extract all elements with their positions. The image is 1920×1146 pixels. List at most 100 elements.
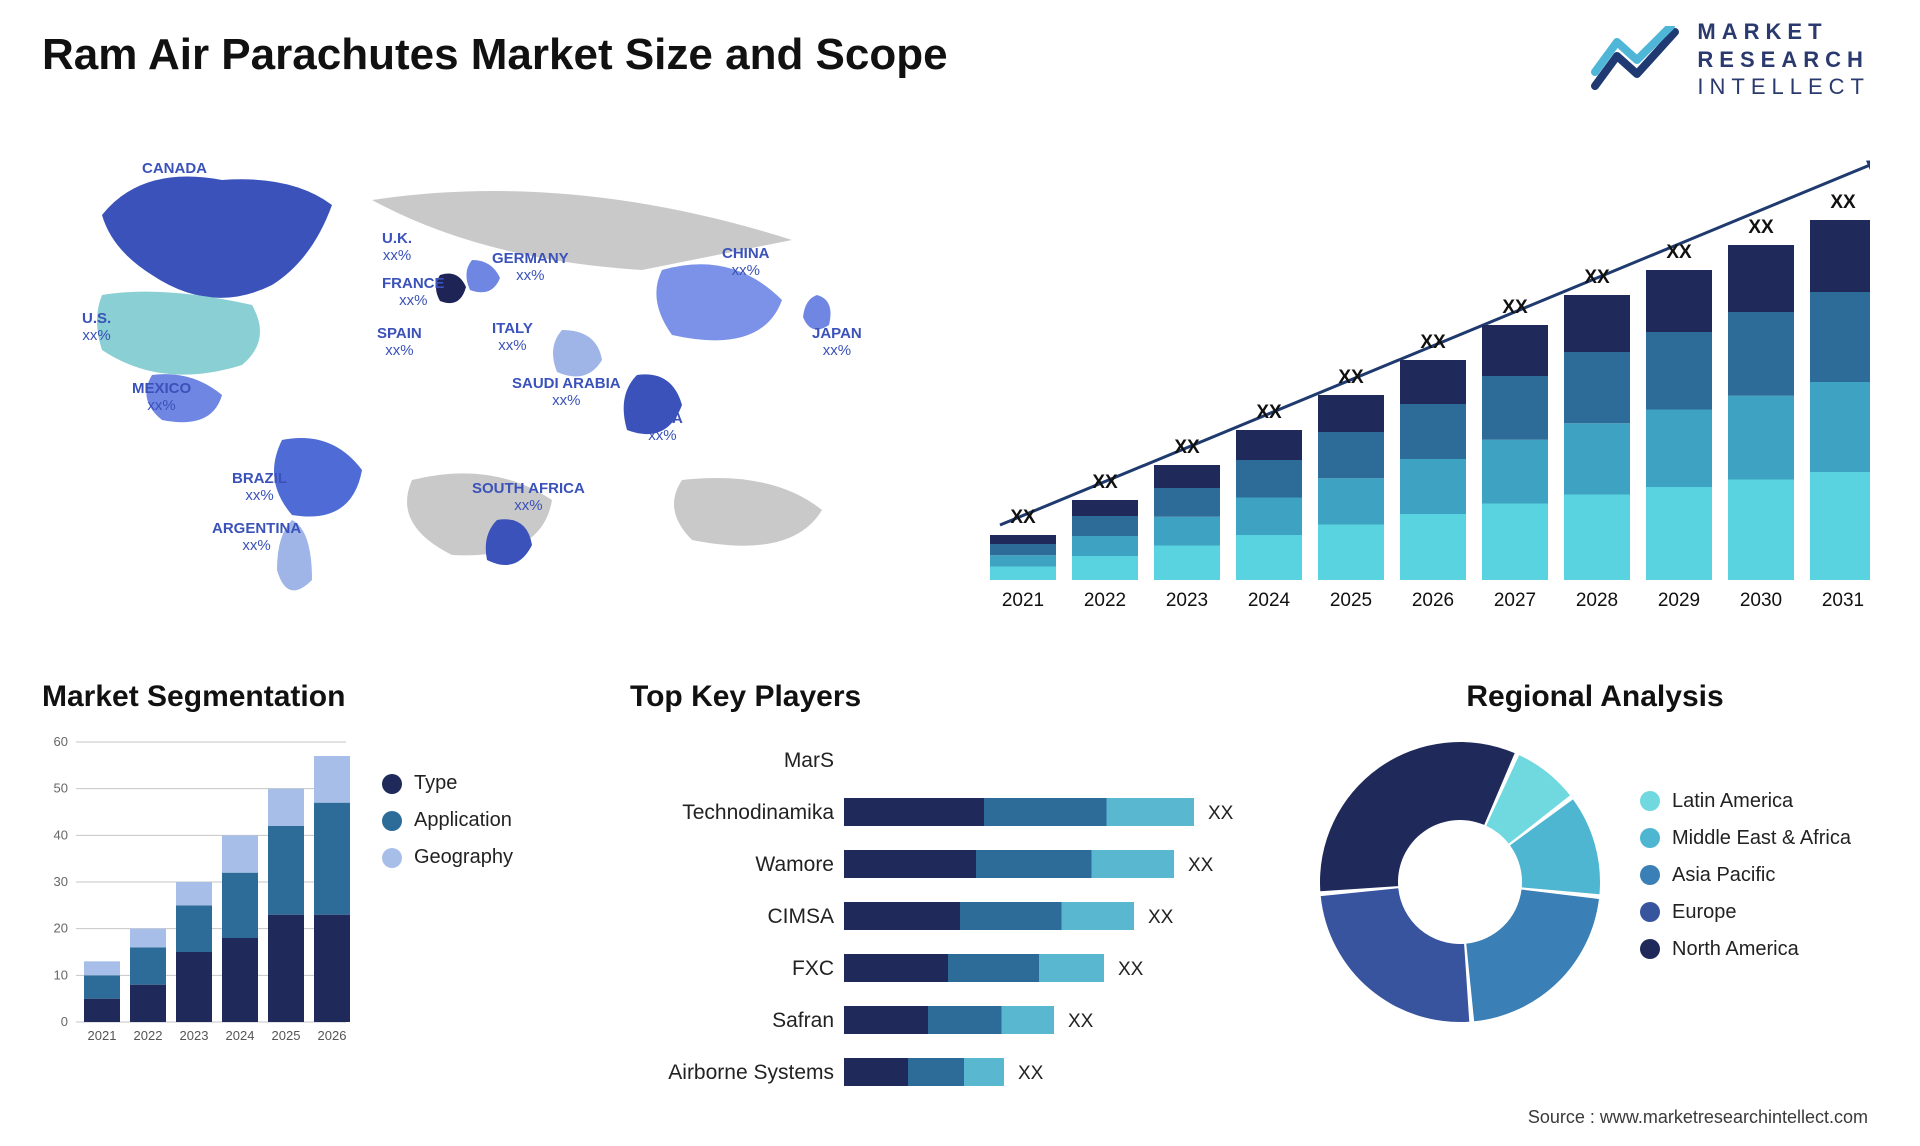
legend-label: Geography: [414, 846, 513, 869]
svg-text:XX: XX: [1584, 267, 1610, 288]
regional-title: Regional Analysis: [1310, 680, 1880, 714]
legend-label: Application: [414, 809, 512, 832]
segmentation-title: Market Segmentation: [42, 680, 602, 714]
regional-panel: Regional Analysis Latin America Middle Ea…: [1310, 680, 1880, 1080]
svg-text:FXC: FXC: [792, 957, 834, 980]
legend-label: Asia Pacific: [1672, 864, 1775, 887]
logo-line2: RESEARCH: [1697, 47, 1868, 72]
map-label-u.k.: U.K.xx%: [382, 230, 412, 265]
svg-text:MarS: MarS: [784, 749, 834, 772]
legend-label: Middle East & Africa: [1672, 827, 1851, 850]
svg-text:2025: 2025: [272, 1028, 301, 1043]
svg-text:XX: XX: [1018, 1063, 1044, 1084]
svg-text:2024: 2024: [226, 1028, 255, 1043]
svg-text:XX: XX: [1118, 959, 1144, 980]
svg-text:XX: XX: [1748, 217, 1774, 238]
svg-text:XX: XX: [1420, 332, 1446, 353]
svg-text:CIMSA: CIMSA: [767, 905, 834, 928]
map-label-france: FRANCExx%: [382, 275, 445, 310]
regional-legend-item: North America: [1640, 938, 1851, 961]
map-label-india: INDIAxx%: [642, 410, 683, 445]
segmentation-chart-svg: 0102030405060202120222023202420252026: [42, 732, 352, 1062]
segmentation-legend-item: Application: [382, 809, 513, 832]
segmentation-panel: Market Segmentation 01020304050602021202…: [42, 680, 602, 1080]
regional-legend-item: Asia Pacific: [1640, 864, 1851, 887]
svg-text:2026: 2026: [1412, 590, 1454, 611]
players-chart-svg: MarS Technodinamika XX Wamore XX CIMSA XX FXC XX…: [630, 732, 1280, 1112]
svg-text:2029: 2029: [1658, 590, 1700, 611]
svg-text:2022: 2022: [1084, 590, 1126, 611]
players-panel: Top Key Players MarS Technodinamika XX Wamo…: [630, 680, 1280, 1080]
source-text: Source : www.marketresearchintellect.com: [1528, 1107, 1868, 1128]
map-label-brazil: BRAZILxx%: [232, 470, 287, 505]
svg-text:XX: XX: [1338, 367, 1364, 388]
legend-label: Europe: [1672, 901, 1737, 924]
map-label-china: CHINAxx%: [722, 245, 770, 280]
svg-text:XX: XX: [1188, 855, 1214, 876]
svg-text:2027: 2027: [1494, 590, 1536, 611]
svg-text:XX: XX: [1502, 297, 1528, 318]
regional-legend-item: Europe: [1640, 901, 1851, 924]
map-label-canada: CANADAxx%: [142, 160, 207, 195]
map-label-italy: ITALYxx%: [492, 320, 533, 355]
legend-swatch-icon: [1640, 828, 1660, 848]
svg-text:2026: 2026: [318, 1028, 347, 1043]
map-label-saudi-arabia: SAUDI ARABIAxx%: [512, 375, 621, 410]
svg-text:40: 40: [54, 827, 68, 842]
segmentation-legend: Type Application Geography: [382, 732, 513, 883]
svg-text:XX: XX: [1068, 1011, 1094, 1032]
brand-logo: MARKET RESEARCH INTELLECT: [1591, 18, 1870, 101]
svg-text:Safran: Safran: [772, 1009, 834, 1032]
svg-text:10: 10: [54, 967, 68, 982]
svg-text:Technodinamika: Technodinamika: [682, 801, 834, 824]
legend-label: Type: [414, 772, 457, 795]
svg-text:2021: 2021: [1002, 590, 1044, 611]
growth-chart: XX2021XX2022XX2023XX2024XX2025XX2026XX20…: [960, 120, 1870, 640]
legend-swatch-icon: [1640, 939, 1660, 959]
logo-mark-icon: [1591, 26, 1681, 92]
page-title: Ram Air Parachutes Market Size and Scope: [42, 30, 948, 80]
regional-legend-item: Latin America: [1640, 790, 1851, 813]
svg-text:XX: XX: [1666, 242, 1692, 263]
svg-text:2031: 2031: [1822, 590, 1864, 611]
legend-swatch-icon: [1640, 865, 1660, 885]
logo-text: MARKET RESEARCH INTELLECT: [1697, 18, 1870, 101]
svg-text:2022: 2022: [134, 1028, 163, 1043]
legend-swatch-icon: [1640, 902, 1660, 922]
legend-swatch-icon: [382, 848, 402, 868]
svg-text:XX: XX: [1092, 472, 1118, 493]
map-label-south-africa: SOUTH AFRICAxx%: [472, 480, 585, 515]
legend-swatch-icon: [1640, 791, 1660, 811]
regional-donut-svg: [1310, 732, 1610, 1032]
map-label-mexico: MEXICOxx%: [132, 380, 191, 415]
svg-text:XX: XX: [1148, 907, 1174, 928]
svg-text:50: 50: [54, 781, 68, 796]
map-label-argentina: ARGENTINAxx%: [212, 520, 301, 555]
svg-text:20: 20: [54, 921, 68, 936]
svg-text:Airborne Systems: Airborne Systems: [668, 1061, 834, 1084]
map-label-u.s.: U.S.xx%: [82, 310, 111, 345]
svg-text:Wamore: Wamore: [755, 853, 834, 876]
svg-text:60: 60: [54, 734, 68, 749]
logo-line1: MARKET: [1697, 19, 1827, 44]
players-title: Top Key Players: [630, 680, 1280, 714]
logo-line3: INTELLECT: [1697, 74, 1870, 99]
world-map: CANADAxx% U.S.xx% MEXICOxx% BRAZILxx% ARGENT…: [42, 120, 902, 640]
svg-text:XX: XX: [1830, 192, 1856, 213]
segmentation-legend-item: Type: [382, 772, 513, 795]
segmentation-legend-item: Geography: [382, 846, 513, 869]
legend-label: North America: [1672, 938, 1799, 961]
svg-text:XX: XX: [1174, 437, 1200, 458]
map-label-spain: SPAINxx%: [377, 325, 422, 360]
regional-legend-item: Middle East & Africa: [1640, 827, 1851, 850]
legend-label: Latin America: [1672, 790, 1793, 813]
svg-text:2028: 2028: [1576, 590, 1618, 611]
growth-chart-svg: XX2021XX2022XX2023XX2024XX2025XX2026XX20…: [960, 120, 1870, 640]
svg-text:2025: 2025: [1330, 590, 1372, 611]
legend-swatch-icon: [382, 811, 402, 831]
svg-text:0: 0: [61, 1014, 68, 1029]
svg-text:XX: XX: [1208, 803, 1234, 824]
svg-text:2024: 2024: [1248, 590, 1291, 611]
legend-swatch-icon: [382, 774, 402, 794]
map-label-japan: JAPANxx%: [812, 325, 862, 360]
